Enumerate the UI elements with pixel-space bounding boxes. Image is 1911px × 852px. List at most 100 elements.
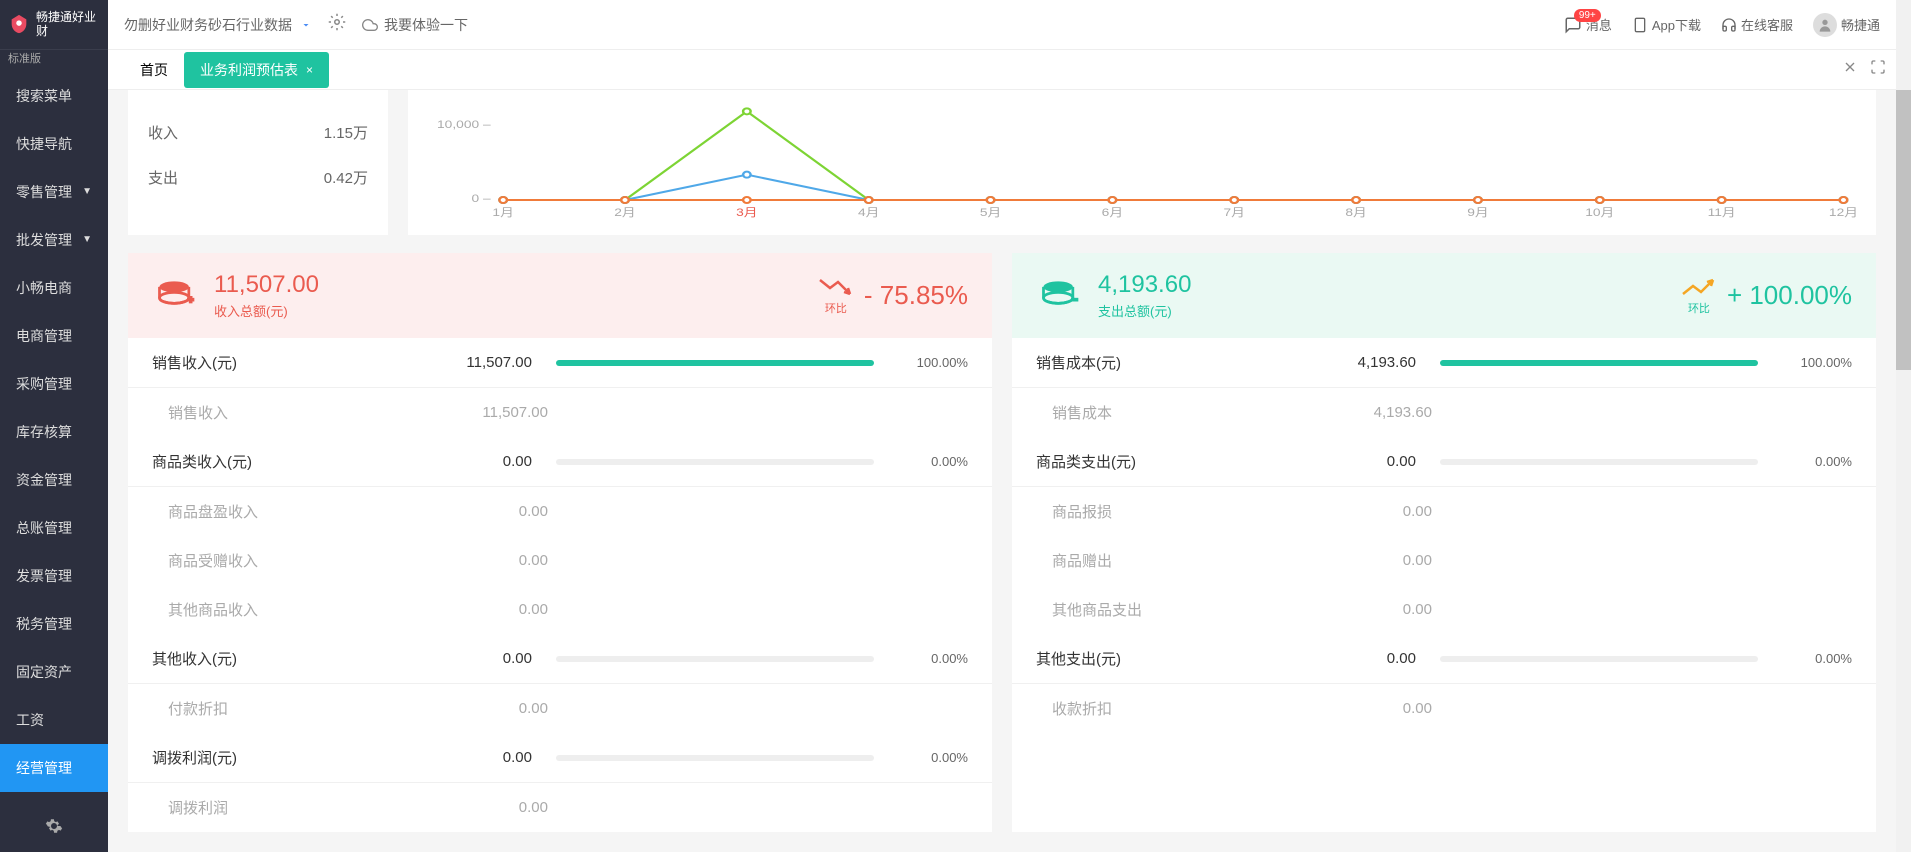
avatar-icon [1813, 13, 1837, 37]
scroll-thumb[interactable] [1896, 90, 1911, 370]
row-value: 4,193.60 [1256, 354, 1416, 371]
close-all-tabs-icon[interactable] [1842, 59, 1858, 80]
row-value: 11,507.00 [372, 354, 532, 371]
sidebar-item-0[interactable]: 搜索菜单 [0, 72, 108, 120]
content-area: 收入 1.15万 支出 0.42万 10,000 –0 –1月2月3月4月5月6… [108, 90, 1896, 852]
row-label: 收款折扣 [1052, 698, 1272, 719]
expense-trend-label: 环比 [1688, 300, 1710, 316]
data-row: 收款折扣 0.00 [1012, 684, 1876, 733]
row-pct: 100.00% [1782, 355, 1852, 370]
income-label: 收入 [148, 122, 178, 143]
data-row: 商品盘盈收入 0.00 [128, 487, 992, 536]
row-label: 其他收入(元) [152, 648, 372, 669]
data-row: 付款折扣 0.00 [128, 684, 992, 733]
topbar: 勿删好业财务砂石行业数据 我要体验一下 99+ 消息 App下载 [108, 0, 1896, 50]
row-value: 0.00 [388, 503, 548, 520]
sidebar-item-5[interactable]: 电商管理 [0, 312, 108, 360]
expense-card: 4,193.60 支出总额(元) 环比 + 100.00% 销售 [1012, 253, 1876, 832]
svg-text:8月: 8月 [1345, 206, 1366, 218]
sidebar-item-10[interactable]: 发票管理 [0, 552, 108, 600]
row-label: 商品类支出(元) [1036, 451, 1256, 472]
gear-icon[interactable] [328, 13, 346, 36]
data-row: 商品类支出(元) 0.00 0.00% [1012, 437, 1876, 487]
expense-total-value: 4,193.60 [1098, 271, 1191, 299]
expense-icon [1036, 272, 1084, 320]
row-value: 0.00 [372, 749, 532, 766]
row-label: 商品盘盈收入 [168, 501, 388, 522]
sidebar-item-11[interactable]: 税务管理 [0, 600, 108, 648]
row-value: 0.00 [1272, 700, 1432, 717]
sidebar-item-8[interactable]: 资金管理 [0, 456, 108, 504]
sidebar-item-2[interactable]: 零售管理▼ [0, 168, 108, 216]
messages-button[interactable]: 99+ 消息 [1564, 15, 1612, 34]
income-total-value: 11,507.00 [214, 271, 319, 299]
fullscreen-icon[interactable] [1870, 59, 1886, 80]
tab-profit-estimate[interactable]: 业务利润预估表 × [184, 52, 329, 88]
brand-edition: 标准版 [0, 50, 108, 72]
row-value: 11,507.00 [388, 404, 548, 421]
tab-home[interactable]: 首页 [124, 52, 184, 88]
tabs-bar: 首页 业务利润预估表 × [108, 50, 1896, 90]
app-download-button[interactable]: App下载 [1632, 15, 1701, 34]
brand-logo: 畅捷通好业财 [0, 0, 108, 50]
sidebar-item-label: 税务管理 [16, 614, 72, 634]
sidebar-item-1[interactable]: 快捷导航 [0, 120, 108, 168]
tab-close-icon[interactable]: × [306, 63, 313, 77]
org-selector[interactable]: 勿删好业财务砂石行业数据 [124, 15, 312, 35]
try-experience-link[interactable]: 我要体验一下 [362, 15, 468, 35]
customer-service-button[interactable]: 在线客服 [1721, 15, 1793, 34]
svg-text:11月: 11月 [1708, 206, 1736, 218]
income-card: 11,507.00 收入总额(元) 环比 - 75.85% 销售 [128, 253, 992, 832]
trend-chart: 10,000 –0 –1月2月3月4月5月6月7月8月9月10月11月12月 [408, 90, 1876, 235]
svg-text:9月: 9月 [1467, 206, 1488, 218]
settings-icon[interactable] [0, 805, 108, 852]
row-bar [556, 360, 874, 366]
sidebar-item-label: 总账管理 [16, 518, 72, 538]
data-row: 商品受赠收入 0.00 [128, 536, 992, 585]
row-bar [556, 755, 874, 761]
sidebar-item-label: 采购管理 [16, 374, 72, 394]
try-label: 我要体验一下 [384, 15, 468, 35]
vertical-scrollbar[interactable] [1896, 0, 1911, 852]
sidebar-item-label: 发票管理 [16, 566, 72, 586]
svg-text:5月: 5月 [980, 206, 1001, 218]
row-label: 付款折扣 [168, 698, 388, 719]
sidebar-item-label: 经营管理 [16, 758, 72, 778]
sidebar-item-7[interactable]: 库存核算 [0, 408, 108, 456]
sidebar-item-12[interactable]: 固定资产 [0, 648, 108, 696]
row-label: 商品赠出 [1052, 550, 1272, 571]
row-value: 0.00 [388, 552, 548, 569]
row-label: 调拨利润 [168, 797, 388, 818]
svg-text:4月: 4月 [858, 206, 879, 218]
data-row: 其他商品收入 0.00 [128, 585, 992, 634]
message-badge: 99+ [1574, 9, 1601, 22]
service-label: 在线客服 [1741, 15, 1793, 34]
org-name: 勿删好业财务砂石行业数据 [124, 15, 292, 35]
row-bar [1440, 459, 1758, 465]
chevron-down-icon: ▼ [82, 234, 92, 245]
data-row: 调拨利润(元) 0.00 0.00% [128, 733, 992, 783]
income-value: 1.15万 [324, 122, 368, 143]
sidebar-item-13[interactable]: 工资 [0, 696, 108, 744]
sidebar: 畅捷通好业财 标准版 搜索菜单快捷导航零售管理▼批发管理▼小畅电商电商管理采购管… [0, 0, 108, 852]
data-row: 其他商品支出 0.00 [1012, 585, 1876, 634]
expense-value: 0.42万 [324, 167, 368, 188]
row-pct: 0.00% [1782, 651, 1852, 666]
user-name: 畅捷通 [1841, 15, 1880, 34]
row-bar [1440, 360, 1758, 366]
sidebar-item-6[interactable]: 采购管理 [0, 360, 108, 408]
user-menu[interactable]: 畅捷通 [1813, 13, 1880, 37]
income-total-label: 收入总额(元) [214, 301, 319, 320]
data-row: 其他支出(元) 0.00 0.00% [1012, 634, 1876, 684]
sidebar-item-4[interactable]: 小畅电商 [0, 264, 108, 312]
income-icon [152, 272, 200, 320]
row-value: 0.00 [372, 650, 532, 667]
row-pct: 0.00% [898, 651, 968, 666]
tab-label: 业务利润预估表 [200, 60, 298, 80]
sidebar-item-14[interactable]: 经营管理 [0, 744, 108, 792]
sidebar-item-3[interactable]: 批发管理▼ [0, 216, 108, 264]
data-row: 调拨利润 0.00 [128, 783, 992, 832]
svg-text:10,000 –: 10,000 – [437, 118, 491, 130]
sidebar-item-9[interactable]: 总账管理 [0, 504, 108, 552]
row-value: 0.00 [1256, 650, 1416, 667]
